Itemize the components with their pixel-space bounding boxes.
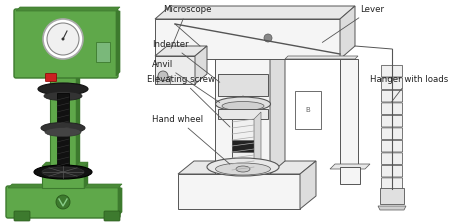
FancyBboxPatch shape [382, 103, 402, 114]
Polygon shape [157, 76, 170, 84]
Bar [57, 93, 69, 169]
Text: Microscope: Microscope [163, 4, 211, 48]
Polygon shape [300, 161, 316, 209]
Ellipse shape [42, 167, 84, 177]
Ellipse shape [236, 166, 250, 172]
Polygon shape [218, 74, 268, 96]
Polygon shape [155, 46, 207, 56]
Polygon shape [16, 7, 120, 11]
Ellipse shape [207, 158, 279, 176]
Circle shape [56, 195, 70, 209]
Bar [96, 42, 110, 62]
Polygon shape [76, 72, 80, 166]
FancyBboxPatch shape [382, 178, 402, 190]
Ellipse shape [216, 163, 271, 175]
FancyBboxPatch shape [382, 165, 402, 177]
Polygon shape [218, 109, 268, 119]
FancyBboxPatch shape [6, 186, 120, 218]
Ellipse shape [216, 97, 271, 111]
Text: Hanger with loads: Hanger with loads [370, 75, 448, 102]
Text: Lever: Lever [322, 4, 384, 43]
Bar [42, 166, 84, 188]
Text: Indenter: Indenter [152, 39, 220, 82]
FancyBboxPatch shape [382, 115, 402, 127]
FancyBboxPatch shape [382, 128, 402, 140]
Ellipse shape [44, 91, 82, 101]
FancyBboxPatch shape [14, 9, 118, 78]
FancyBboxPatch shape [382, 65, 402, 77]
Polygon shape [330, 164, 370, 169]
Text: Elevating screw: Elevating screw [147, 75, 230, 127]
Polygon shape [340, 59, 358, 169]
Polygon shape [84, 162, 88, 188]
Polygon shape [240, 109, 246, 116]
Circle shape [264, 34, 272, 42]
Ellipse shape [34, 165, 92, 179]
Ellipse shape [45, 127, 81, 136]
FancyBboxPatch shape [382, 90, 402, 102]
Ellipse shape [41, 123, 85, 134]
Polygon shape [340, 6, 355, 59]
Bar [380, 188, 404, 204]
Polygon shape [8, 184, 122, 188]
Bar [232, 140, 254, 152]
Polygon shape [340, 167, 360, 184]
Bar [50, 76, 76, 166]
Circle shape [47, 23, 79, 55]
Polygon shape [215, 59, 270, 174]
Polygon shape [195, 46, 207, 84]
FancyBboxPatch shape [46, 73, 56, 82]
Text: Hand wheel: Hand wheel [152, 114, 230, 164]
Ellipse shape [38, 83, 88, 95]
Polygon shape [42, 162, 88, 166]
Polygon shape [285, 56, 358, 59]
FancyBboxPatch shape [14, 211, 30, 221]
Polygon shape [118, 188, 122, 216]
FancyBboxPatch shape [382, 78, 402, 90]
Polygon shape [155, 56, 195, 84]
Circle shape [43, 19, 83, 59]
Polygon shape [254, 112, 261, 174]
Polygon shape [232, 119, 254, 174]
FancyBboxPatch shape [382, 140, 402, 152]
Polygon shape [155, 6, 355, 19]
FancyBboxPatch shape [382, 153, 402, 164]
Ellipse shape [222, 101, 264, 110]
Text: Anvil: Anvil [152, 60, 219, 102]
Polygon shape [270, 46, 285, 174]
Polygon shape [155, 19, 340, 59]
Polygon shape [228, 96, 258, 109]
Circle shape [158, 71, 168, 81]
Bar [295, 91, 321, 129]
Text: B: B [306, 107, 310, 113]
Polygon shape [178, 161, 316, 174]
Polygon shape [116, 11, 120, 76]
Polygon shape [215, 46, 285, 59]
Circle shape [62, 37, 64, 41]
FancyBboxPatch shape [104, 211, 120, 221]
Polygon shape [378, 206, 406, 210]
Polygon shape [178, 174, 300, 209]
